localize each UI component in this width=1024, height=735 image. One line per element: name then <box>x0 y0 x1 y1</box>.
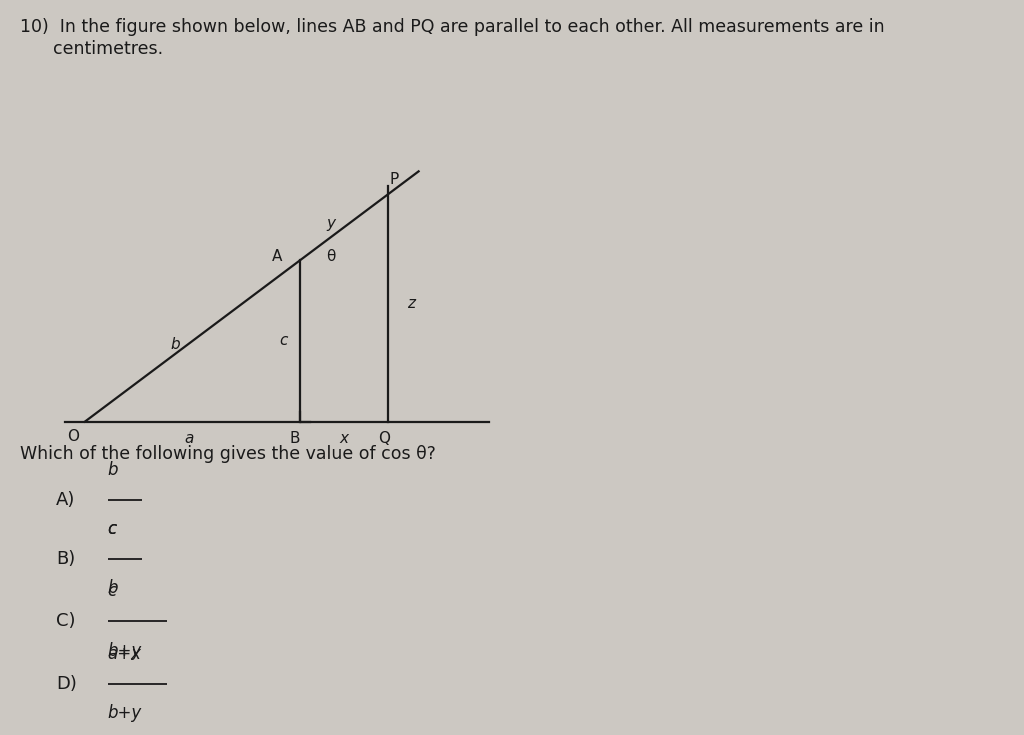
Text: x: x <box>339 431 348 446</box>
Text: a+x: a+x <box>108 645 141 663</box>
Text: A: A <box>271 249 282 265</box>
Text: b+y: b+y <box>108 642 141 659</box>
Text: C): C) <box>56 612 76 630</box>
Text: Which of the following gives the value of cos θ?: Which of the following gives the value o… <box>20 445 436 462</box>
Text: a: a <box>184 431 194 446</box>
Text: D): D) <box>56 675 77 692</box>
Text: B: B <box>290 431 300 446</box>
Text: A): A) <box>56 491 76 509</box>
Text: c: c <box>108 583 117 600</box>
Text: b: b <box>171 337 180 352</box>
Text: Q: Q <box>378 431 390 446</box>
Text: b+y: b+y <box>108 704 141 722</box>
Text: 10)  In the figure shown below, lines AB and PQ are parallel to each other. All : 10) In the figure shown below, lines AB … <box>20 18 885 36</box>
Text: y: y <box>326 215 335 231</box>
Text: B): B) <box>56 550 76 567</box>
Text: centimetres.: centimetres. <box>20 40 164 58</box>
Text: θ: θ <box>326 249 335 265</box>
Text: P: P <box>390 172 399 187</box>
Text: c: c <box>108 520 117 538</box>
Text: c: c <box>280 334 288 348</box>
Text: b: b <box>108 462 118 479</box>
Text: z: z <box>408 296 415 312</box>
Text: O: O <box>67 429 79 444</box>
Text: b: b <box>108 579 118 597</box>
Text: c: c <box>108 520 117 538</box>
